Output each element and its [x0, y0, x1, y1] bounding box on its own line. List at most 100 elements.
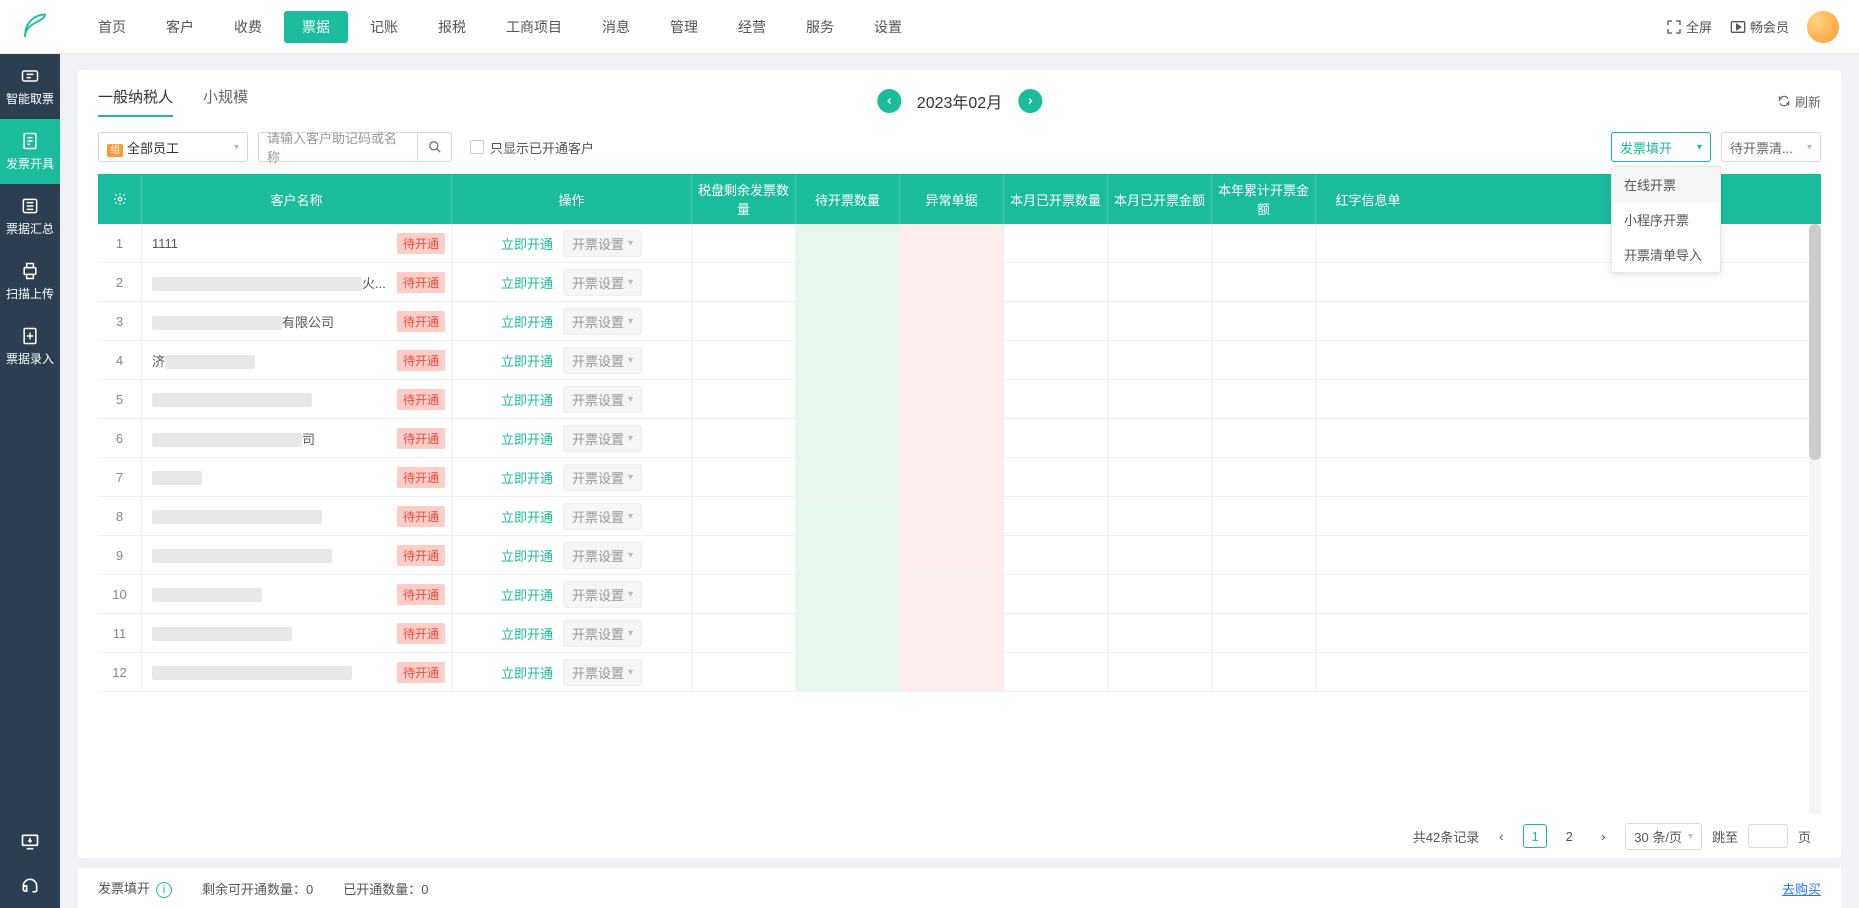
customer-name-cell: 有限公司待开通: [142, 302, 452, 340]
sidebar-item-智能取票[interactable]: 智能取票: [0, 54, 60, 119]
customer-name-cell: 待开通: [142, 575, 452, 613]
only-opened-checkbox[interactable]: 只显示已开通客户: [470, 138, 594, 157]
activate-link[interactable]: 立即开通: [501, 351, 553, 370]
vertical-scrollbar[interactable]: [1809, 224, 1821, 814]
member-button[interactable]: 畅会员: [1730, 17, 1789, 36]
dd-item-在线开票[interactable]: 在线开票: [1612, 167, 1720, 202]
current-month[interactable]: 2023年02月: [917, 89, 1002, 113]
table-row: 10待开通立即开通开票设置 ▾: [98, 575, 1821, 614]
tab-小规模[interactable]: 小规模: [203, 86, 248, 117]
invoice-icon: [20, 131, 40, 151]
activate-link[interactable]: 立即开通: [501, 273, 553, 292]
activate-link[interactable]: 立即开通: [501, 585, 553, 604]
info-icon[interactable]: i: [156, 882, 172, 898]
activate-link[interactable]: 立即开通: [501, 507, 553, 526]
topnav-票据[interactable]: 票据: [284, 11, 348, 43]
col-month-count: 本月已开票数量: [1004, 174, 1108, 224]
invoice-settings-button[interactable]: 开票设置 ▾: [563, 269, 642, 296]
topnav-经营[interactable]: 经营: [720, 11, 784, 43]
chevron-down-icon: ▾: [234, 142, 239, 153]
invoice-settings-button[interactable]: 开票设置 ▾: [563, 659, 642, 686]
invoice-settings-button[interactable]: 开票设置 ▾: [563, 620, 642, 647]
activate-link[interactable]: 立即开通: [501, 663, 553, 682]
refresh-button[interactable]: 刷新: [1777, 92, 1821, 111]
activate-link[interactable]: 立即开通: [501, 624, 553, 643]
topnav-报税[interactable]: 报税: [420, 11, 484, 43]
activate-link[interactable]: 立即开通: [501, 390, 553, 409]
invoice-fill-dropdown[interactable]: 发票填开▾: [1611, 132, 1711, 162]
status-tag: 待开通: [397, 272, 445, 293]
ops-cell: 立即开通开票设置 ▾: [452, 497, 692, 535]
topnav-服务[interactable]: 服务: [788, 11, 852, 43]
customer-name-cell: 待开通: [142, 614, 452, 652]
pending-list-dropdown[interactable]: 待开票清...▾: [1721, 132, 1821, 162]
topnav-记账[interactable]: 记账: [352, 11, 416, 43]
activate-link[interactable]: 立即开通: [501, 312, 553, 331]
customer-search-input[interactable]: 请输入客户助记码或名称: [258, 132, 418, 162]
chevron-down-icon: ▾: [628, 550, 633, 561]
main-content: 一般纳税人小规模 2023年02月 刷新: [60, 54, 1859, 908]
ops-cell: 立即开通开票设置 ▾: [452, 653, 692, 691]
table-row: 2火...待开通立即开通开票设置 ▾: [98, 263, 1821, 302]
user-avatar[interactable]: [1807, 11, 1839, 43]
topnav-首页[interactable]: 首页: [80, 11, 144, 43]
invoice-settings-button[interactable]: 开票设置 ▾: [563, 542, 642, 569]
dd-item-开票清单导入[interactable]: 开票清单导入: [1612, 237, 1720, 272]
topnav-客户[interactable]: 客户: [148, 11, 212, 43]
topnav-消息[interactable]: 消息: [584, 11, 648, 43]
invoice-settings-button[interactable]: 开票设置 ▾: [563, 464, 642, 491]
invoice-settings-button[interactable]: 开票设置 ▾: [563, 581, 642, 608]
chevron-down-icon: ▾: [628, 589, 633, 600]
invoice-settings-button[interactable]: 开票设置 ▾: [563, 347, 642, 374]
sidebar-item-扫描上传[interactable]: 扫描上传: [0, 249, 60, 314]
col-remain: 税盘剩余发票数量: [692, 174, 796, 224]
month-picker: 2023年02月: [877, 89, 1042, 113]
sidebar-item-票据录入[interactable]: 票据录入: [0, 314, 60, 379]
jump-label: 跳至: [1712, 827, 1738, 846]
page-prev[interactable]: ‹: [1489, 824, 1513, 848]
buy-link[interactable]: 去购买: [1782, 879, 1821, 898]
topnav-设置[interactable]: 设置: [856, 11, 920, 43]
customer-name-cell: 火...待开通: [142, 263, 452, 301]
per-page-select[interactable]: 30 条/页▾: [1625, 823, 1702, 850]
sidebar-item-票据汇总[interactable]: 票据汇总: [0, 184, 60, 249]
activate-link[interactable]: 立即开通: [501, 468, 553, 487]
status-tag: 待开通: [397, 311, 445, 332]
month-next-button[interactable]: [1018, 89, 1042, 113]
sidebar-item-发票开具[interactable]: 发票开具: [0, 119, 60, 184]
employee-select[interactable]: 组全部员工 ▾: [98, 132, 248, 162]
invoice-settings-button[interactable]: 开票设置 ▾: [563, 386, 642, 413]
topnav-工商项目[interactable]: 工商项目: [488, 11, 580, 43]
page-suffix: 页: [1798, 827, 1811, 846]
invoice-settings-button[interactable]: 开票设置 ▾: [563, 230, 642, 257]
fullscreen-button[interactable]: 全屏: [1666, 17, 1712, 36]
search-button[interactable]: [418, 132, 452, 162]
jump-page-input[interactable]: [1748, 824, 1788, 848]
activate-link[interactable]: 立即开通: [501, 234, 553, 253]
ticket-icon: [20, 66, 40, 86]
settings-column[interactable]: [98, 174, 142, 224]
page-2[interactable]: 2: [1557, 824, 1581, 848]
left-sidebar: 智能取票发票开具票据汇总扫描上传票据录入: [0, 54, 60, 908]
invoice-settings-button[interactable]: 开票设置 ▾: [563, 503, 642, 530]
invoice-settings-button[interactable]: 开票设置 ▾: [563, 308, 642, 335]
sidebar-download[interactable]: [0, 820, 60, 864]
topnav-管理[interactable]: 管理: [652, 11, 716, 43]
activate-link[interactable]: 立即开通: [501, 429, 553, 448]
tab-一般纳税人[interactable]: 一般纳税人: [98, 86, 173, 117]
ops-cell: 立即开通开票设置 ▾: [452, 536, 692, 574]
invoice-settings-button[interactable]: 开票设置 ▾: [563, 425, 642, 452]
month-prev-button[interactable]: [877, 89, 901, 113]
activate-link[interactable]: 立即开通: [501, 546, 553, 565]
download-icon: [20, 832, 40, 852]
chevron-down-icon: ▾: [1807, 142, 1812, 153]
page-1[interactable]: 1: [1523, 824, 1547, 848]
topnav-收费[interactable]: 收费: [216, 11, 280, 43]
page-next[interactable]: ›: [1591, 824, 1615, 848]
sidebar-support[interactable]: [0, 864, 60, 908]
dd-item-小程序开票[interactable]: 小程序开票: [1612, 202, 1720, 237]
checkbox-icon: [470, 140, 484, 154]
row-index: 6: [98, 419, 142, 457]
row-index: 7: [98, 458, 142, 496]
status-tag: 待开通: [397, 584, 445, 605]
